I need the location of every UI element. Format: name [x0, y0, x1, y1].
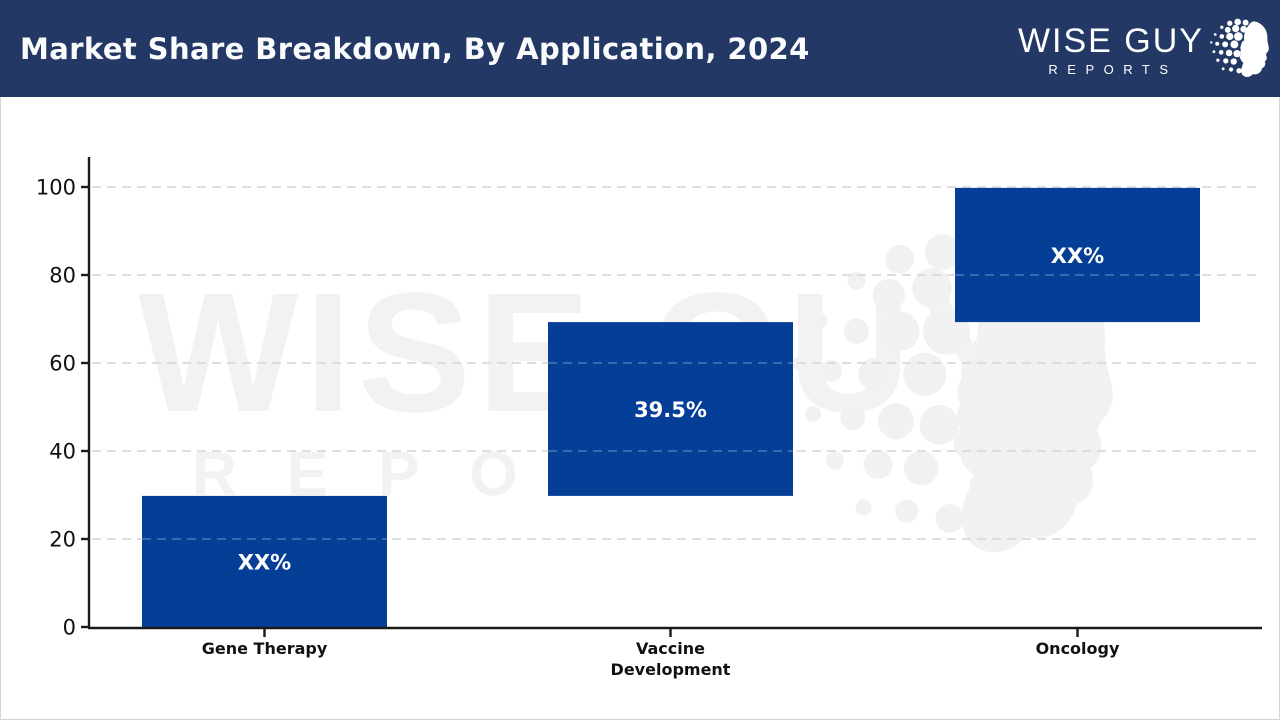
y-tick-label: 100 [36, 176, 76, 200]
brand-logo: WISE GUY REPORTS [1018, 8, 1272, 92]
category-label: Oncology [1036, 639, 1120, 658]
brand-face-icon [1210, 18, 1269, 77]
brand-subtitle: REPORTS [1048, 61, 1178, 77]
category-label: Vaccine [636, 639, 705, 658]
chart-svg: XX% 39.5% XX% 0 20 40 60 80 100 Gene Therapy Vacci… [36, 157, 1262, 679]
bar-value-label: XX% [1051, 244, 1104, 268]
y-tick-label: 80 [49, 264, 76, 288]
category-label: Gene Therapy [202, 639, 328, 658]
y-tick-label: 60 [49, 352, 76, 376]
bar [548, 322, 793, 496]
brand-name: WISE GUY [1017, 21, 1204, 60]
market-share-chart: XX% 39.5% XX% 0 20 40 60 80 100 Gene Therapy Vacci… [0, 97, 1280, 720]
bar-value-label: XX% [238, 550, 291, 574]
y-tick-label: 20 [49, 528, 76, 552]
header: Market Share Breakdown, By Application, … [0, 0, 1280, 97]
y-tick-label: 40 [49, 440, 76, 464]
bar [142, 495, 387, 627]
brand-text: WISE GUY REPORTS [1018, 24, 1204, 76]
category-label: Development [611, 660, 731, 679]
bar-value-label: 39.5% [634, 398, 707, 422]
page-title: Market Share Breakdown, By Application, … [20, 31, 810, 66]
y-tick-label: 0 [63, 616, 76, 640]
